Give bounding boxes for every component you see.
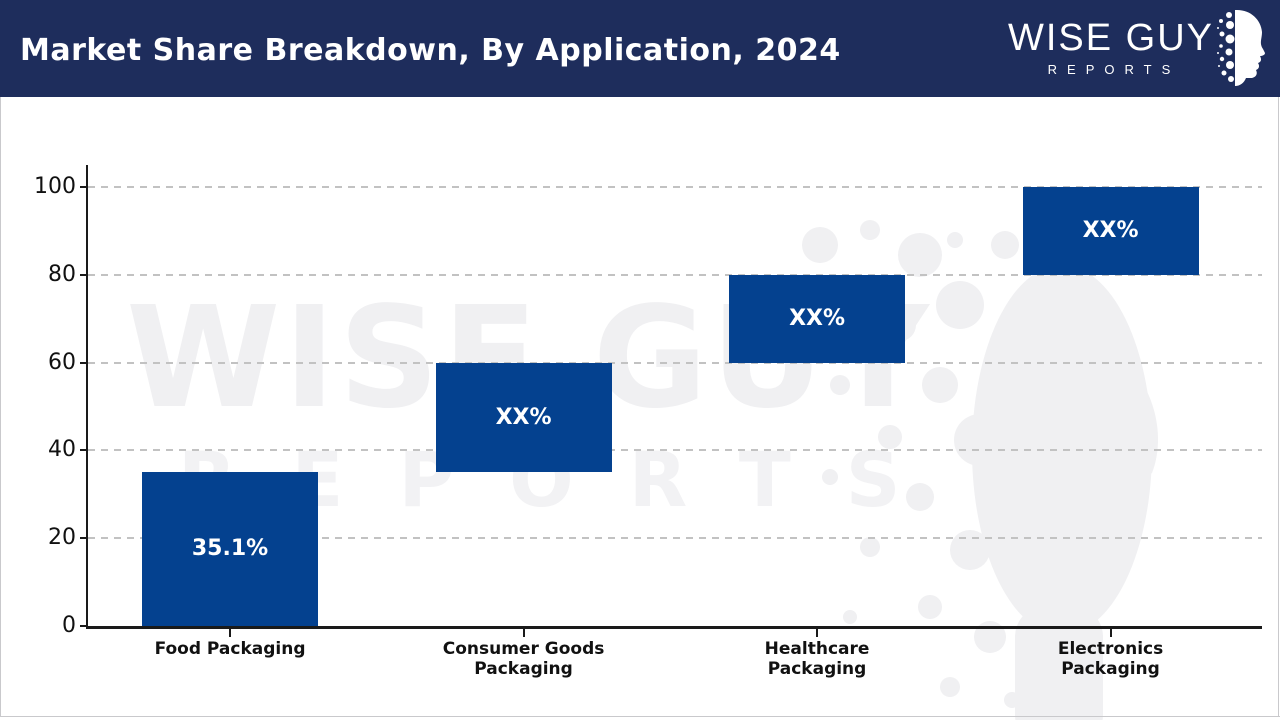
gridline: [88, 273, 1262, 276]
gridline: [88, 449, 1262, 452]
bar-food-packaging: 35.1%: [142, 471, 319, 626]
gridline: [88, 186, 1262, 188]
logo-face-icon: [1217, 10, 1265, 86]
y-axis-tick-label: 20: [48, 525, 76, 551]
y-axis-tick: [80, 449, 88, 452]
gridline: [88, 361, 1262, 364]
gridline: [88, 537, 1262, 540]
x-axis-category-line: Food Packaging: [154, 639, 306, 659]
x-axis-spine: [86, 626, 1262, 629]
chart-title: Market Share Breakdown, By Application, …: [20, 33, 841, 68]
x-axis-tick: [229, 628, 232, 637]
x-axis-tick: [1109, 628, 1112, 637]
x-axis-category-line: Packaging: [1061, 659, 1160, 679]
x-axis-category-label: Healthcare Packaging: [670, 639, 964, 679]
header-band: Market Share Breakdown, By Application, …: [0, 0, 1280, 97]
x-axis-tick: [816, 628, 819, 637]
x-axis-category-label: Consumer Goods Packaging: [377, 639, 671, 679]
y-axis-tick: [80, 273, 88, 276]
logo-wordmark: WISE GUY: [1007, 17, 1214, 60]
frame-bottom-border: [0, 716, 1280, 717]
x-axis-category-line: Packaging: [767, 659, 867, 679]
y-axis-tick-label: 100: [34, 174, 76, 199]
x-axis-tick: [522, 628, 525, 637]
logo-subtitle: REPORTS: [1047, 61, 1181, 77]
y-axis-tick-label: 80: [48, 261, 76, 287]
y-axis-tick: [80, 537, 88, 540]
y-axis-tick-label: 40: [48, 437, 76, 463]
x-axis-category-line: Electronics: [1057, 639, 1164, 659]
frame-right-border: [1278, 97, 1279, 717]
bar-consumer-goods-packaging: XX%: [435, 362, 612, 472]
y-axis-tick: [80, 625, 88, 627]
x-axis-category-label: Electronics Packaging: [964, 639, 1258, 679]
y-axis-spine: [86, 165, 88, 629]
y-axis-tick-label: 0: [62, 613, 76, 638]
x-axis-category-label: Food Packaging: [83, 639, 377, 659]
bar-value-label: XX%: [495, 404, 552, 430]
bar-value-label: XX%: [789, 306, 846, 332]
frame-left-border: [0, 97, 1, 717]
y-axis-tick: [80, 361, 88, 364]
y-axis-tick: [80, 186, 88, 188]
x-axis-category-line: Consumer Goods: [442, 639, 605, 659]
x-axis-category-line: Healthcare: [764, 639, 870, 659]
bar-value-label: XX%: [1082, 218, 1139, 244]
bar-electronics-packaging: XX%: [1022, 187, 1199, 275]
x-axis-category-line: Packaging: [474, 659, 573, 679]
chart-canvas: WISE GUY REPORTS 0 20 40 60 80 100 35.1% Food P…: [0, 97, 1280, 720]
logo-text: WISE GUY REPORTS: [1007, 17, 1214, 77]
bar-healthcare-packaging: XX%: [729, 274, 906, 363]
y-axis-tick-label: 60: [48, 349, 76, 375]
bar-value-label: 35.1%: [191, 536, 269, 562]
wise-guy-reports-logo: WISE GUY REPORTS: [1008, 8, 1266, 88]
